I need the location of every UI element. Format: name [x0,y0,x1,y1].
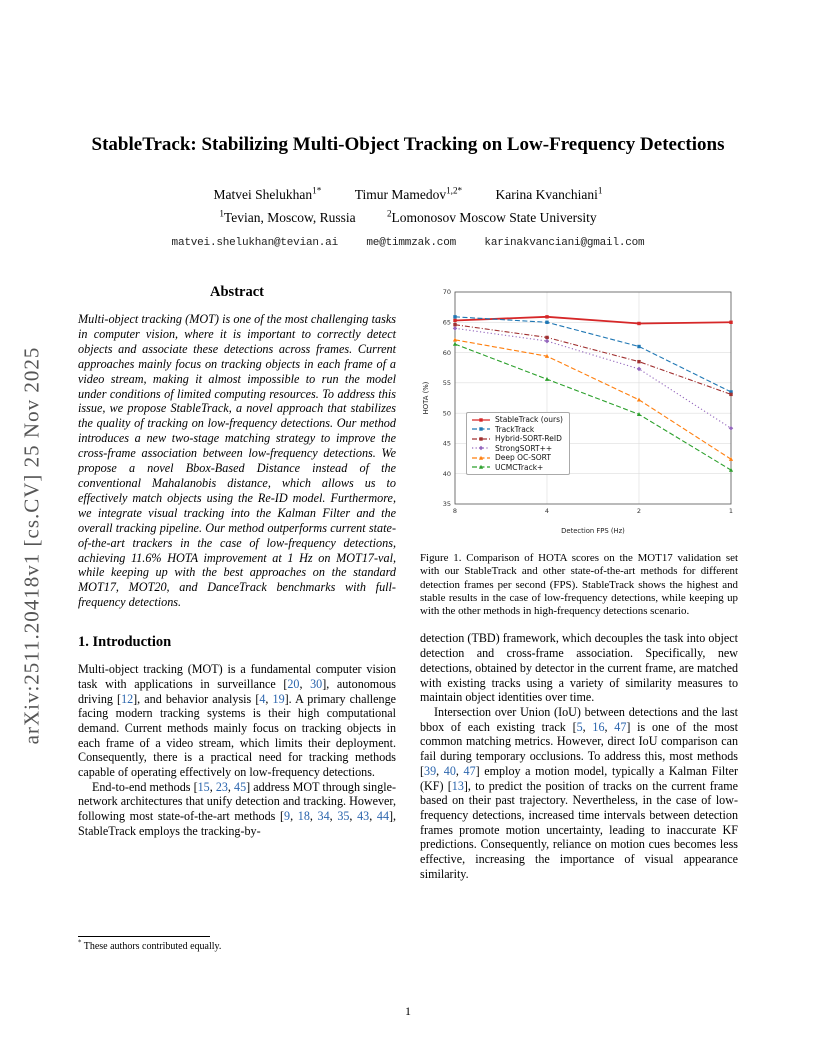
section-heading-introduction: 1. Introduction [78,634,172,651]
footnote-marker: * [78,939,82,947]
legend-label: TrackTrack [495,424,535,434]
author-2-name: Timur Mamedov [354,187,447,202]
arxiv-watermark: arXiv:2511.20418v1 [cs.CV] 25 Nov 2025 [19,346,44,745]
footnote: * These authors contributed equally. [78,936,396,952]
citation-link[interactable]: 9 [284,809,291,824]
author-1: Matvei Shelukhan1* [213,185,322,203]
legend-item: StrongSORT++ [471,444,563,454]
continuation-paragraph-1: detection (TBD) framework, which decoupl… [420,631,738,705]
affiliation-1: 1Tevian, Moscow, Russia [219,208,356,225]
svg-text:HOTA (%): HOTA (%) [422,381,430,414]
abstract-heading: Abstract [210,284,264,300]
citation-link[interactable]: 39 [424,763,437,778]
svg-text:2: 2 [637,507,641,515]
figure-1-caption: Figure 1. Comparison of HOTA scores on t… [420,552,738,618]
affiliation-line: 1Tevian, Moscow, Russia 2Lomonosov Mosco… [0,208,816,226]
svg-text:65: 65 [443,318,451,326]
citation-link[interactable]: 44 [376,809,389,824]
legend-label: Deep OC-SORT [495,453,551,462]
citation-link[interactable]: 5 [576,719,583,734]
citation-link[interactable]: 47 [463,763,476,778]
abstract-text: Multi-object tracking (MOT) is one of th… [78,312,396,610]
citation-link[interactable]: 43 [357,809,370,824]
footnote-text: These authors contributed equally. [83,941,222,952]
chart-legend: StableTrack (ours) TrackTrack Hybrid-SORT-… [466,412,570,475]
email-1: matvei.shelukhan@tevian.ai [171,237,339,249]
citation-link[interactable]: 30 [310,676,323,691]
email-2: me@timmzak.com [366,237,457,249]
legend-label: UCMCTrack+ [495,462,544,472]
citation-link[interactable]: 45 [234,779,247,794]
citation-link[interactable]: 40 [443,763,456,778]
continuation-paragraph-2: Intersection over Union (IoU) between de… [420,705,739,881]
svg-text:50: 50 [443,409,451,417]
left-column: Abstract Multi-object tracking (MOT) is … [78,284,396,839]
citation-link[interactable]: 4 [259,691,266,706]
legend-label: Hybrid-SORT-ReID [495,434,562,443]
svg-text:35: 35 [443,500,451,508]
citation-link[interactable]: 35 [337,809,350,824]
author-3-name: Karina Kvanchiani [495,187,598,202]
legend-item: StableTrack (ours) [471,415,563,425]
figure-1: 35 40 45 50 55 60 65 70 8 4 2 1 Detection FPS (Hz) HO… [420,284,738,543]
svg-text:8: 8 [453,507,457,515]
citation-link[interactable]: 16 [592,719,605,734]
footnote-rule [78,936,210,937]
author-line: Matvei Shelukhan1* Timur Mamedov1,2* Kar… [0,185,816,203]
citation-link[interactable]: 13 [451,778,464,793]
legend-item: Hybrid-SORT-ReID [471,434,563,444]
intro-paragraph-1: Multi-object tracking (MOT) is a fundame… [78,662,396,780]
svg-text:40: 40 [443,470,451,478]
intro-paragraph-2: End-to-end methods [15, 23, 45] address … [78,779,397,838]
email-line: matvei.shelukhan@tevian.ai me@timmzak.co… [0,237,816,249]
citation-link[interactable]: 23 [215,779,228,794]
svg-text:70: 70 [443,288,451,296]
email-3: karinakvanciani@gmail.com [484,237,645,249]
legend-label: StableTrack (ours) [495,415,563,424]
legend-label: StrongSORT++ [495,443,553,453]
citation-link[interactable]: 12 [121,691,134,706]
affiliation-2: 2Lomonosov Moscow State University [386,208,597,225]
svg-text:4: 4 [545,507,549,515]
page-number: 1 [405,1004,411,1018]
svg-text:Detection FPS (Hz): Detection FPS (Hz) [561,527,625,535]
citation-link[interactable]: 47 [614,719,627,734]
legend-item: UCMCTrack+ [471,463,563,473]
author-3-sup: 1 [597,185,603,196]
paper-title: StableTrack: Stabilizing Multi-Object Tr… [91,134,725,155]
citation-link[interactable]: 15 [197,779,210,794]
author-3: Karina Kvanchiani1 [495,185,603,203]
svg-text:45: 45 [443,440,451,448]
author-2: Timur Mamedov1,2* [354,185,463,203]
citation-link[interactable]: 34 [317,809,330,824]
hota-vs-fps-plot: 35 40 45 50 55 60 65 70 8 4 2 1 Detection FPS (Hz) HO… [422,288,734,535]
citation-link[interactable]: 19 [272,691,285,706]
legend-item: Deep OC-SORT [471,453,563,463]
svg-text:60: 60 [443,349,451,357]
citation-link[interactable]: 18 [297,809,310,824]
author-2-sup: 1,2* [446,185,463,196]
svg-text:55: 55 [443,379,451,387]
right-column: 35 40 45 50 55 60 65 70 8 4 2 1 Detection FPS (Hz) HO… [420,284,738,881]
citation-link[interactable]: 20 [287,676,300,691]
svg-text:1: 1 [729,507,733,515]
hota-chart: 35 40 45 50 55 60 65 70 8 4 2 1 Detection FPS (Hz) HO… [420,284,738,543]
author-1-sup: 1* [312,185,322,196]
legend-item: TrackTrack [471,425,563,435]
author-1-name: Matvei Shelukhan [213,187,313,202]
